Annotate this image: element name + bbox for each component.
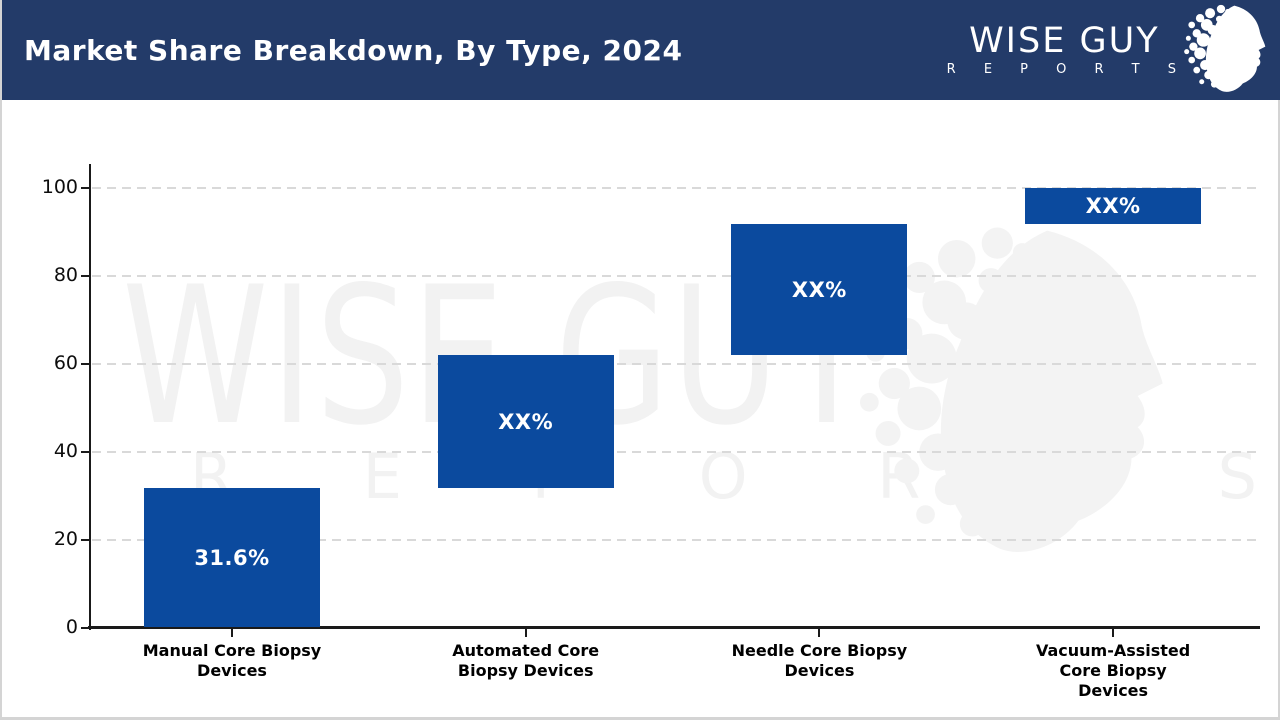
wiseguy-logo-subtitle: R E P O R T S <box>946 61 1188 77</box>
y-tick <box>81 626 90 629</box>
gridline-60 <box>92 362 1259 365</box>
gridline-100 <box>92 186 1259 189</box>
bar-value-label: XX% <box>1085 193 1141 218</box>
x-tick <box>1112 629 1115 637</box>
x-category-label-line: Biopsy Devices <box>457 661 594 680</box>
x-category-label: Needle Core Biopsy Devices <box>704 641 934 681</box>
x-category-label-line: Devices <box>1078 681 1149 700</box>
x-category-label: Vacuum-Assisted Core Biopsy Devices <box>998 641 1228 701</box>
bar-value-label: XX% <box>791 277 847 302</box>
x-category-label: Manual Core Biopsy Devices <box>117 641 347 681</box>
wiseguy-logo-name: WISE GUY <box>969 21 1160 62</box>
plot-area: 0 20 40 60 80 100 31.6% Manual Core Biopsy Devic… <box>2 100 1280 720</box>
bar-2: XX% <box>437 354 614 489</box>
x-category-label-line: Core Biopsy <box>1059 661 1167 680</box>
chart-title: Market Share Breakdown, By Type, 2024 <box>24 33 683 67</box>
y-tick-label: 20 <box>53 527 78 550</box>
gridline-20 <box>92 538 1259 541</box>
gridline-80 <box>92 274 1259 277</box>
y-tick <box>81 186 90 189</box>
wiseguy-logo: WISE GUY R E P O R T S <box>941 4 1268 96</box>
y-tick <box>81 538 90 541</box>
x-category-label-line: Vacuum-Assisted <box>1035 641 1191 660</box>
y-tick-label: 0 <box>65 615 78 638</box>
x-category-label-line: Automated Core <box>452 641 600 660</box>
y-tick-label: 100 <box>41 175 78 198</box>
x-category-label-line: Manual Core Biopsy <box>142 641 322 660</box>
x-category-label: Automated Core Biopsy Devices <box>411 641 641 681</box>
gridline-40 <box>92 450 1259 453</box>
x-tick <box>231 629 233 637</box>
y-tick <box>81 274 90 277</box>
bar-3: XX% <box>731 224 908 355</box>
bar-4: XX% <box>1025 187 1202 225</box>
wiseguy-head-icon <box>1184 4 1266 92</box>
x-category-label-line: Devices <box>784 661 855 680</box>
header-bar: Market Share Breakdown, By Type, 2024 WI… <box>2 0 1280 100</box>
y-tick <box>81 450 90 453</box>
bar-value-label: XX% <box>498 409 554 434</box>
x-tick <box>818 629 821 637</box>
y-tick-label: 80 <box>53 263 78 286</box>
x-tick <box>524 629 527 637</box>
y-axis-line <box>89 164 91 630</box>
bar-value-label: 31.6% <box>194 545 270 570</box>
x-category-label-line: Needle Core Biopsy <box>731 641 908 660</box>
x-axis-line <box>88 626 1260 629</box>
x-category-label-line: Devices <box>197 661 267 680</box>
y-tick <box>81 362 90 365</box>
y-tick-label: 40 <box>53 439 78 462</box>
y-tick-label: 60 <box>53 351 78 374</box>
bar-1: 31.6% <box>144 488 320 628</box>
wiseguy-logo-text: WISE GUY R E P O R T S <box>941 23 1188 77</box>
